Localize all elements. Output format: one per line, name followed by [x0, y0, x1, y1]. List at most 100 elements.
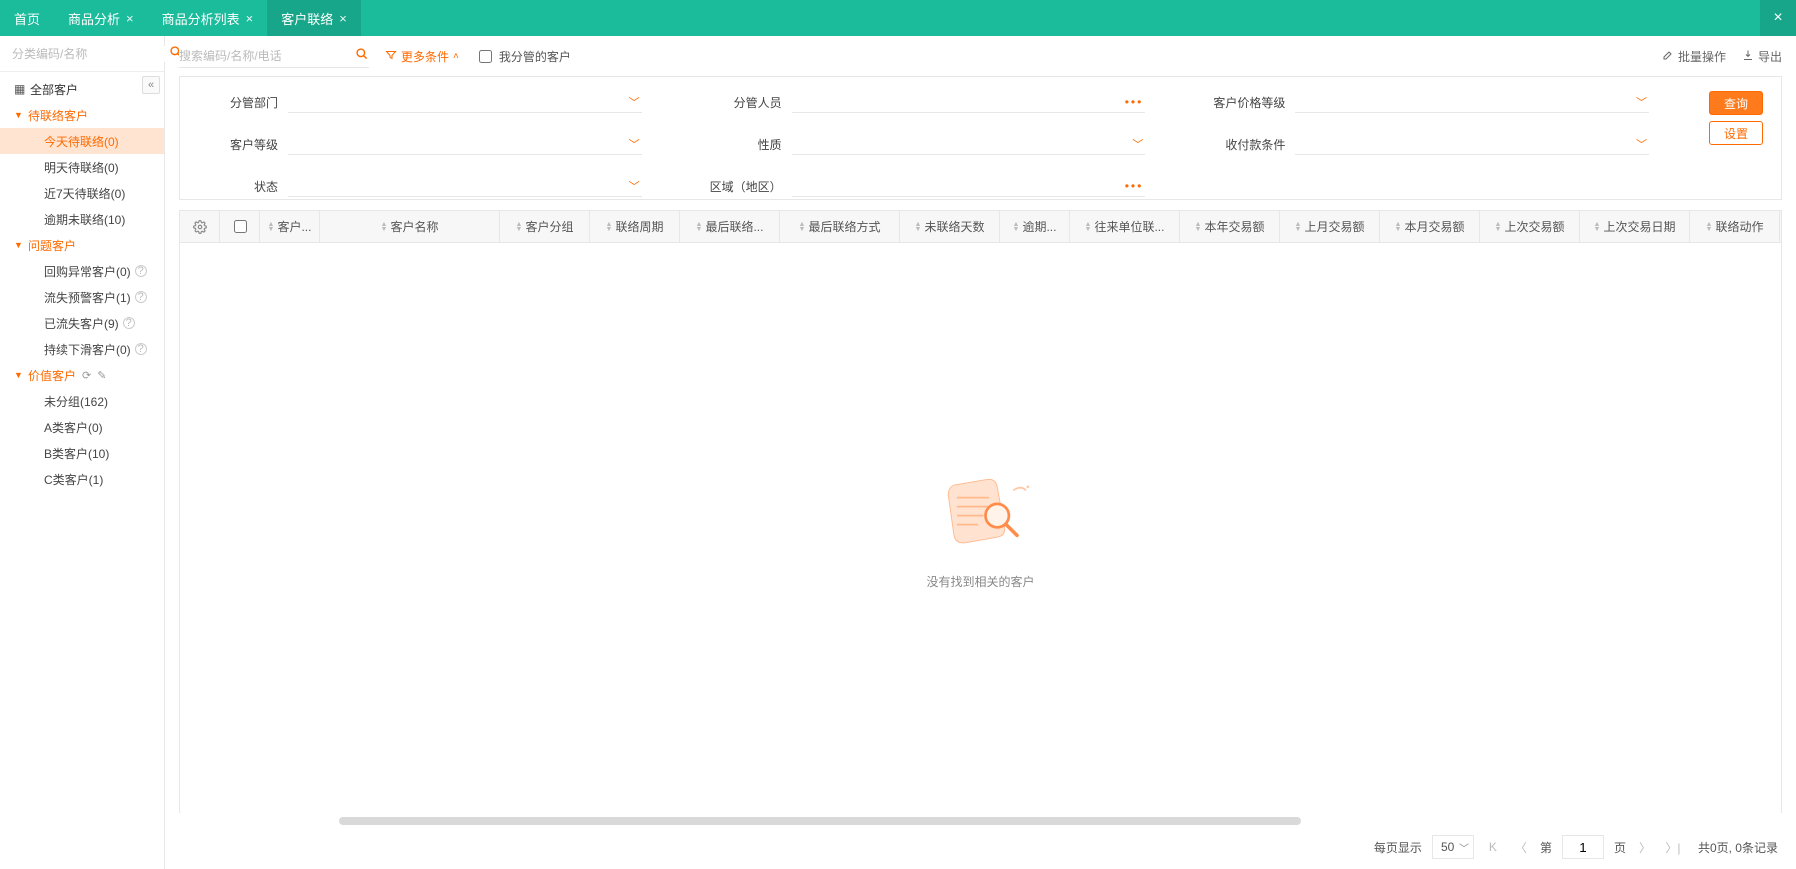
sidebar-group-label: 价值客户 [28, 367, 76, 384]
sidebar-item[interactable]: 未分组(162) [0, 388, 164, 414]
batch-action-button[interactable]: 批量操作 [1662, 48, 1726, 65]
chevron-down-icon: ﹀ [1132, 136, 1143, 152]
chevron-down-icon: ﹀ [1459, 840, 1469, 855]
sidebar-item[interactable]: 流失预警客户(1)? [0, 284, 164, 310]
scrollbar-thumb[interactable] [339, 817, 1301, 825]
prev-page-button[interactable]: 〈 [1512, 839, 1530, 856]
column-header[interactable]: ▲▼客户分组 [500, 211, 590, 242]
tab-label: 商品分析 [68, 9, 120, 28]
sidebar-collapse-button[interactable]: « [142, 76, 160, 94]
sidebar-root[interactable]: ▦全部客户 [0, 76, 164, 102]
tab-label: 商品分析列表 [162, 9, 240, 28]
refresh-icon[interactable]: ⟳ [82, 369, 91, 382]
sidebar-item[interactable]: 近7天待联络(0) [0, 180, 164, 206]
top-tab[interactable]: 商品分析 × [54, 0, 148, 36]
column-label: 往来单位联... [1094, 218, 1164, 235]
edit-icon[interactable]: ✎ [97, 369, 106, 382]
column-header[interactable]: ▲▼本年交易额 [1180, 211, 1280, 242]
help-icon[interactable]: ? [135, 343, 147, 355]
mine-checkbox-field[interactable]: 我分管的客户 [475, 47, 571, 66]
column-header[interactable]: ▲▼客户... [260, 211, 320, 242]
column-label: 客户... [277, 218, 311, 235]
filter-payment-terms-select[interactable]: ﹀ [1295, 133, 1649, 155]
per-page-select[interactable]: 50 ﹀ [1432, 835, 1474, 859]
export-button[interactable]: 导出 [1742, 48, 1782, 65]
sidebar-item[interactable]: 持续下滑客户(0)? [0, 336, 164, 362]
sidebar-search-input[interactable] [10, 46, 169, 62]
more-filters-toggle[interactable]: 更多条件 ˄ [385, 48, 459, 65]
sort-icon: ▲▼ [1085, 222, 1092, 232]
filter-region-picker[interactable]: ••• [792, 175, 1146, 197]
sort-icon: ▲▼ [915, 222, 922, 232]
column-header[interactable]: ▲▼未联络天数 [900, 211, 1000, 242]
column-header[interactable]: ▲▼联络周期 [590, 211, 680, 242]
column-label: 上月交易额 [1304, 218, 1364, 235]
help-icon[interactable]: ? [123, 317, 135, 329]
help-icon[interactable]: ? [135, 265, 147, 277]
table-header: ▲▼客户...▲▼客户名称▲▼客户分组▲▼联络周期▲▼最后联络...▲▼最后联络… [180, 211, 1781, 243]
top-tab[interactable]: 商品分析列表 × [148, 0, 268, 36]
column-header[interactable]: ▲▼逾期... [1000, 211, 1070, 242]
sidebar: « ▦全部客户▼待联络客户今天待联络(0)明天待联络(0)近7天待联络(0)逾期… [0, 36, 165, 869]
column-header[interactable]: ▲▼客户名称 [320, 211, 500, 242]
table-settings-button[interactable] [180, 211, 220, 242]
top-tab[interactable]: 首页 [0, 0, 54, 36]
sidebar-group[interactable]: ▼问题客户 [0, 232, 164, 258]
filter-manager-picker[interactable]: ••• [792, 91, 1146, 113]
sidebar-item[interactable]: 已流失客户(9)? [0, 310, 164, 336]
column-label: 未联络天数 [924, 218, 984, 235]
column-header[interactable]: ▲▼上次交易额 [1480, 211, 1580, 242]
filter-price-level-select[interactable]: ﹀ [1295, 91, 1649, 113]
sidebar-item[interactable]: C类客户(1) [0, 466, 164, 492]
sidebar-group-label: 待联络客户 [28, 107, 88, 124]
sidebar-group[interactable]: ▼待联络客户 [0, 102, 164, 128]
column-header[interactable]: ▲▼最后联络方式 [780, 211, 900, 242]
last-page-button[interactable]: 〉| [1664, 839, 1682, 856]
sort-icon: ▲▼ [268, 222, 275, 232]
sidebar-item[interactable]: 回购异常客户(0)? [0, 258, 164, 284]
chevron-down-icon: ﹀ [629, 136, 640, 152]
filter-status: 状态 ﹀ [198, 175, 642, 197]
top-tab[interactable]: 客户联络× [267, 0, 361, 36]
query-button[interactable]: 查询 [1709, 91, 1763, 115]
search-input[interactable] [179, 45, 355, 67]
sidebar-item[interactable]: A类客户(0) [0, 414, 164, 440]
column-header[interactable]: ▲▼联络动作 [1690, 211, 1780, 242]
search-icon[interactable] [355, 47, 369, 64]
next-page-button[interactable]: 〉 [1636, 839, 1654, 856]
close-icon[interactable]: × [246, 11, 254, 26]
sidebar-item[interactable]: 逾期未联络(10) [0, 206, 164, 232]
table: ▲▼客户...▲▼客户名称▲▼客户分组▲▼联络周期▲▼最后联络...▲▼最后联络… [179, 210, 1782, 813]
chevron-down-icon: ﹀ [1636, 136, 1647, 152]
sort-icon: ▲▼ [1395, 222, 1402, 232]
column-header[interactable]: ▲▼上次交易日期 [1580, 211, 1690, 242]
filter-nature-select[interactable]: ﹀ [792, 133, 1146, 155]
settings-button[interactable]: 设置 [1709, 121, 1763, 145]
filter-customer-level-select[interactable]: ﹀ [288, 133, 642, 155]
sort-icon: ▲▼ [1594, 222, 1601, 232]
select-all-checkbox[interactable] [234, 220, 247, 233]
sidebar-item[interactable]: 明天待联络(0) [0, 154, 164, 180]
column-header[interactable]: ▲▼最后联络... [680, 211, 780, 242]
first-page-button[interactable]: K [1484, 840, 1502, 854]
page-input[interactable] [1562, 835, 1604, 859]
filter-status-select[interactable]: ﹀ [288, 175, 642, 197]
sidebar-item[interactable]: B类客户(10) [0, 440, 164, 466]
column-header[interactable]: ▲▼本月交易额 [1380, 211, 1480, 242]
help-icon[interactable]: ? [135, 291, 147, 303]
sidebar-group[interactable]: ▼价值客户⟳✎ [0, 362, 164, 388]
close-icon[interactable]: × [339, 11, 347, 26]
sort-icon: ▲▼ [516, 222, 523, 232]
sidebar-tree: « ▦全部客户▼待联络客户今天待联络(0)明天待联络(0)近7天待联络(0)逾期… [0, 72, 164, 492]
sidebar-item[interactable]: 今天待联络(0) [0, 128, 164, 154]
close-icon[interactable]: × [126, 11, 134, 26]
column-header[interactable]: ▲▼往来单位联... [1070, 211, 1180, 242]
mine-checkbox[interactable] [479, 50, 492, 63]
filter-department-select[interactable]: ﹀ [288, 91, 642, 113]
empty-illustration [926, 467, 1036, 557]
column-header[interactable]: ▲▼上月交易额 [1280, 211, 1380, 242]
page-prefix: 第 [1540, 839, 1552, 856]
sidebar-item-label: 持续下滑客户(0) [44, 341, 131, 358]
close-all-tabs-button[interactable]: × [1760, 0, 1796, 36]
horizontal-scrollbar[interactable] [179, 817, 1782, 825]
